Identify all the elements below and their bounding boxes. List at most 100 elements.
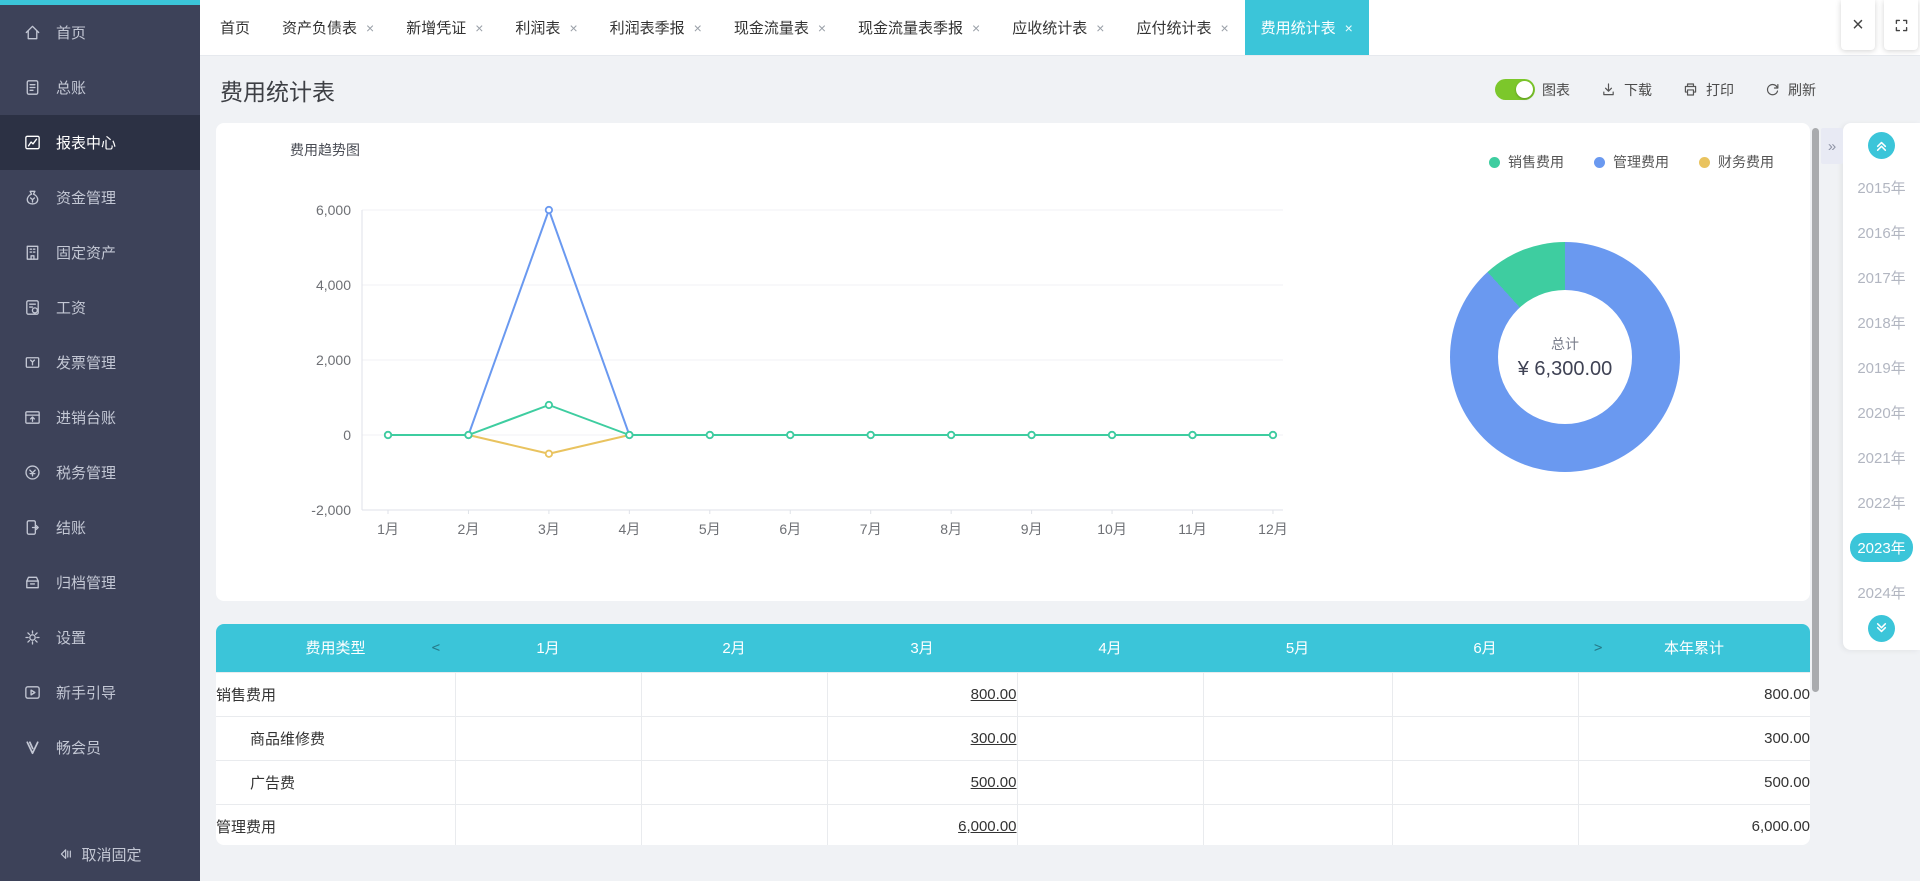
funds-icon [23, 188, 42, 207]
legend-item-管理费用[interactable]: 管理费用 [1594, 152, 1669, 172]
year-label: 2021年 [1857, 450, 1906, 467]
sidebar-item-inventory[interactable]: 进销台账 [0, 390, 200, 445]
scroll-years-down-button[interactable] [1868, 615, 1895, 642]
year-total-cell: 300.00 [1578, 715, 1810, 760]
year-item-2018[interactable]: 2018年 [1850, 300, 1912, 345]
tab-close-icon[interactable]: × [366, 19, 375, 36]
unpin-sidebar-button[interactable]: 取消固定 [0, 837, 200, 871]
sidebar-item-closing[interactable]: 结账 [0, 500, 200, 555]
month-value-cell-5月 [1203, 759, 1393, 804]
tab-close-icon[interactable]: × [475, 19, 484, 36]
print-label: 打印 [1706, 81, 1734, 98]
year-label: 2020年 [1857, 405, 1906, 422]
settings-icon [23, 628, 42, 647]
window-controls: × [1841, 0, 1918, 50]
tab-close-icon[interactable]: × [693, 19, 702, 36]
tab-close-icon[interactable]: × [817, 19, 827, 36]
sidebar-item-label: 报表中心 [56, 135, 117, 152]
sidebar-item-tax[interactable]: 税务管理 [0, 445, 200, 500]
sidebar-item-settings[interactable]: 设置 [0, 610, 200, 665]
chart-toggle[interactable]: 图表 [1495, 79, 1570, 100]
legend-item-销售费用[interactable]: 销售费用 [1489, 152, 1564, 172]
fullscreen-button[interactable] [1884, 0, 1918, 50]
tab-close-icon[interactable]: × [1344, 19, 1353, 36]
column-header-3月: 3月 [827, 624, 1017, 672]
sidebar-item-report-center[interactable]: 报表中心 [0, 115, 200, 170]
tab-新增凭证[interactable]: 新增凭证 × [390, 0, 499, 55]
close-all-button[interactable]: × [1841, 0, 1875, 50]
legend-label: 销售费用 [1508, 154, 1564, 170]
vertical-scrollbar[interactable] [1812, 128, 1819, 692]
guide-icon [23, 683, 42, 702]
table-row-销售费用: 销售费用 800.00 800.00 [216, 671, 1810, 716]
svg-text:5月: 5月 [699, 521, 721, 537]
next-months-arrow[interactable]: > [1594, 639, 1603, 656]
main-content: 费用统计表 图表 下载 打印 刷新 费用趋势图 销售费用 管理费用 财务费用 6,0… [200, 56, 1920, 881]
sidebar-item-archive[interactable]: 归档管理 [0, 555, 200, 610]
sidebar-item-member[interactable]: 畅会员 [0, 720, 200, 775]
toolbar: 图表 下载 打印 刷新 [1495, 56, 1816, 123]
prev-months-arrow[interactable]: < [431, 639, 440, 656]
sidebar-item-label: 资金管理 [56, 190, 117, 207]
tab-应收统计表[interactable]: 应收统计表 × [996, 0, 1120, 55]
tab-label: 费用统计表 [1260, 20, 1336, 37]
closing-icon [23, 518, 42, 537]
year-item-2019[interactable]: 2019年 [1850, 345, 1912, 390]
donut-chart: 总计 ¥ 6,300.00 [1450, 242, 1680, 472]
tab-应付统计表[interactable]: 应付统计表 × [1120, 0, 1244, 55]
tab-资产负债表[interactable]: 资产负债表 × [266, 0, 390, 55]
expense-table: 费用类型 <1月 2月 3月 4月 5月 6月 > 本年累计 销售费用 800.00 800.00 商… [216, 624, 1810, 845]
sidebar-item-funds[interactable]: 资金管理 [0, 170, 200, 225]
sidebar-item-fixed-assets[interactable]: 固定资产 [0, 225, 200, 280]
year-label: 2022年 [1857, 495, 1906, 512]
year-item-2020[interactable]: 2020年 [1850, 390, 1912, 435]
sidebar-nav: 首页 总账报表中心资金管理固定资产工资 发票管理 进销台账 税务管理 结账 归档管理 设置 新手… [0, 5, 200, 775]
fixed-assets-icon [23, 243, 42, 262]
year-item-2015[interactable]: 2015年 [1850, 165, 1912, 210]
tab-利润表季报[interactable]: 利润表季报 × [594, 0, 718, 55]
year-item-2023[interactable]: 2023年 [1850, 525, 1913, 570]
sidebar-item-payroll[interactable]: 工资 [0, 280, 200, 335]
refresh-button[interactable]: 刷新 [1764, 80, 1816, 100]
tab-费用统计表[interactable]: 费用统计表 × [1244, 0, 1369, 55]
year-item-2024[interactable]: 2024年 [1850, 570, 1912, 615]
tab-现金流量表季报[interactable]: 现金流量表季报 × [842, 0, 996, 55]
chart-toggle-label: 图表 [1542, 81, 1570, 98]
sidebar-item-ledger[interactable]: 总账 [0, 60, 200, 115]
month-value-link[interactable]: 300.00 [970, 729, 1017, 747]
refresh-icon [1764, 81, 1781, 98]
tab-close-icon[interactable]: × [569, 19, 578, 36]
legend-item-财务费用[interactable]: 财务费用 [1699, 152, 1774, 172]
month-value-link[interactable]: 500.00 [970, 773, 1017, 791]
table-row-管理费用: 管理费用 6,000.00 6,000.00 [216, 803, 1810, 845]
toggle-switch[interactable] [1495, 79, 1535, 100]
year-item-2021[interactable]: 2021年 [1850, 435, 1912, 480]
month-value-cell-3月: 6,000.00 [827, 803, 1018, 845]
sidebar-item-label: 固定资产 [56, 245, 117, 262]
print-button[interactable]: 打印 [1682, 80, 1734, 100]
scroll-years-up-button[interactable] [1868, 132, 1895, 159]
tab-首页[interactable]: 首页 [204, 0, 266, 55]
close-icon: × [1852, 13, 1864, 36]
tab-现金流量表[interactable]: 现金流量表 × [718, 0, 842, 55]
sidebar-item-invoice[interactable]: 发票管理 [0, 335, 200, 390]
sidebar-item-guide[interactable]: 新手引导 [0, 665, 200, 720]
year-item-2016[interactable]: 2016年 [1850, 210, 1912, 255]
month-value-cell-3月: 300.00 [827, 715, 1018, 760]
tab-close-icon[interactable]: × [1220, 19, 1229, 36]
year-item-2017[interactable]: 2017年 [1850, 255, 1912, 300]
collapse-year-panel-button[interactable]: » [1821, 128, 1843, 164]
page-header: 费用统计表 图表 下载 打印 刷新 [200, 56, 1920, 123]
chart-card: 费用趋势图 销售费用 管理费用 财务费用 6,000 4,000 2,000 0 -2,00… [216, 123, 1810, 601]
month-value-link[interactable]: 800.00 [970, 685, 1017, 703]
svg-text:1月: 1月 [377, 521, 399, 537]
month-value-cell-5月 [1203, 715, 1393, 760]
unpin-label: 取消固定 [81, 846, 142, 864]
tab-close-icon[interactable]: × [972, 19, 981, 36]
tab-利润表[interactable]: 利润表 × [499, 0, 593, 55]
month-value-link[interactable]: 6,000.00 [958, 817, 1017, 835]
download-button[interactable]: 下载 [1600, 80, 1652, 100]
year-item-2022[interactable]: 2022年 [1850, 480, 1912, 525]
sidebar-item-home[interactable]: 首页 [0, 5, 200, 60]
tab-close-icon[interactable]: × [1096, 19, 1105, 36]
